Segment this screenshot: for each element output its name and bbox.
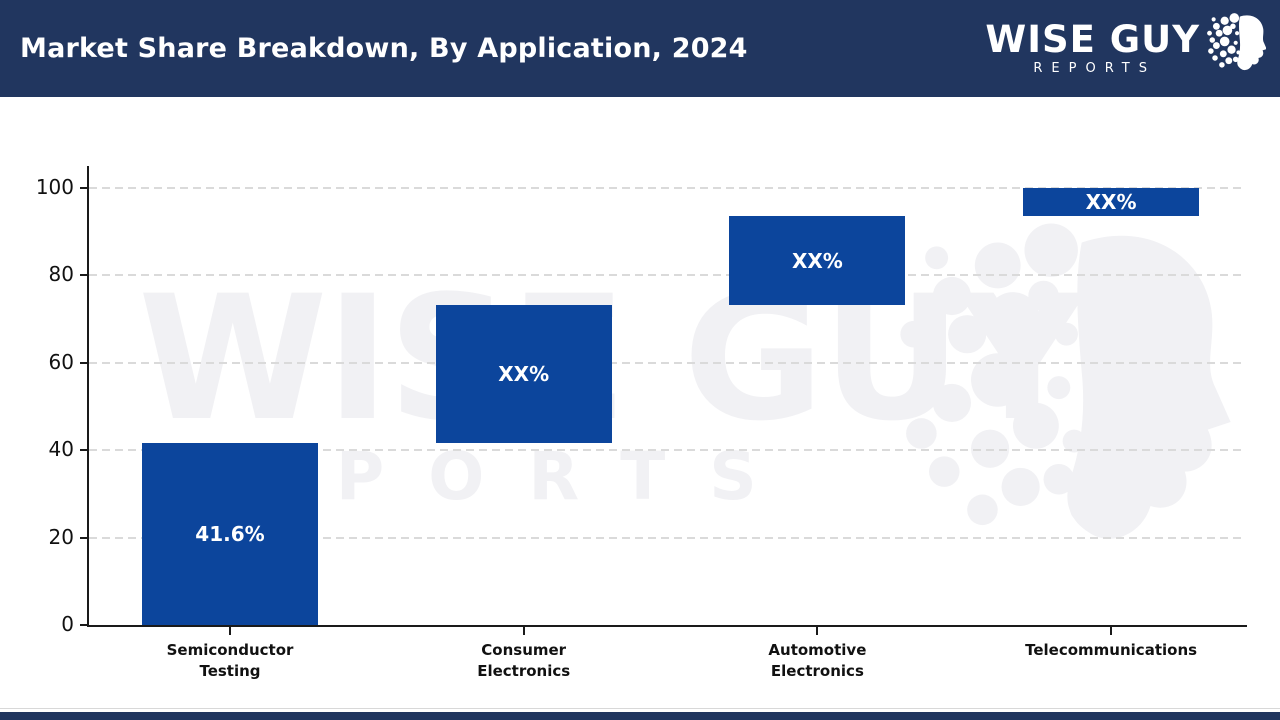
bar-value-label: XX% bbox=[791, 248, 843, 273]
category-label-line: Telecommunications bbox=[1025, 641, 1198, 659]
category-label-line: Electronics bbox=[477, 662, 571, 680]
x-tick-mark bbox=[816, 627, 819, 635]
bar-Telecommunications: XX% bbox=[1023, 187, 1200, 216]
category-label-line: Testing bbox=[199, 662, 261, 680]
category-label-line: Automotive bbox=[768, 641, 867, 659]
page-title: Market Share Breakdown, By Application, … bbox=[20, 33, 748, 64]
watermark-head-graphic bbox=[900, 223, 1231, 539]
bar-value-label: 41.6% bbox=[195, 522, 265, 546]
category-label-line: Electronics bbox=[770, 662, 864, 680]
brand-logo-text: WISE GUY REPORTS bbox=[985, 21, 1200, 76]
brand-subname: REPORTS bbox=[1033, 61, 1156, 76]
bar-value-label: XX% bbox=[1085, 189, 1137, 214]
wise-guy-head-icon bbox=[1207, 12, 1266, 70]
category-label-line: Semiconductor bbox=[166, 641, 294, 659]
category-label-line: Consumer bbox=[481, 641, 567, 659]
y-tick-mark-100 bbox=[80, 186, 87, 189]
brand-logo: WISE GUY REPORTS bbox=[985, 11, 1266, 87]
header-bar: Market Share Breakdown, By Application, … bbox=[0, 0, 1280, 97]
y-tick-mark-80 bbox=[80, 274, 87, 276]
y-axis-line bbox=[87, 166, 89, 627]
bar-Consumer Electronics: XX% bbox=[435, 305, 612, 443]
brand-name: WISE GUY bbox=[985, 18, 1200, 61]
y-tick-label-60: 60 bbox=[48, 349, 74, 374]
gridline-y-80 bbox=[89, 274, 1245, 276]
footer-bar bbox=[0, 712, 1280, 720]
bar-Semiconductor Testing: 41.6% bbox=[142, 443, 318, 625]
y-tick-mark-40 bbox=[80, 449, 87, 451]
category-label: Telecommunications bbox=[991, 640, 1231, 661]
y-tick-label-20: 20 bbox=[48, 524, 74, 549]
bar-value-label: XX% bbox=[498, 362, 550, 387]
y-tick-label-40: 40 bbox=[48, 437, 74, 461]
y-tick-mark-20 bbox=[80, 536, 87, 539]
y-tick-label-100: 100 bbox=[35, 174, 74, 199]
category-label: Consumer Electronics bbox=[404, 640, 644, 682]
gridline-y-100 bbox=[89, 186, 1245, 189]
gridline-y-60 bbox=[89, 361, 1245, 364]
x-tick-mark bbox=[522, 627, 525, 635]
category-label: Automotive Electronics bbox=[697, 640, 937, 682]
x-tick-mark bbox=[229, 627, 231, 635]
gridline-y-20 bbox=[89, 536, 1245, 539]
y-tick-label-80: 80 bbox=[48, 262, 74, 286]
bar-Automotive Electronics: XX% bbox=[729, 215, 906, 306]
y-tick-label-0: 0 bbox=[61, 612, 74, 636]
category-label: Semiconductor Testing bbox=[110, 640, 350, 682]
x-axis-line bbox=[87, 625, 1247, 627]
x-tick-mark bbox=[1110, 627, 1113, 635]
gridline-y-40 bbox=[89, 449, 1245, 451]
y-tick-mark-60 bbox=[80, 361, 87, 364]
y-tick-mark-0 bbox=[80, 624, 87, 626]
